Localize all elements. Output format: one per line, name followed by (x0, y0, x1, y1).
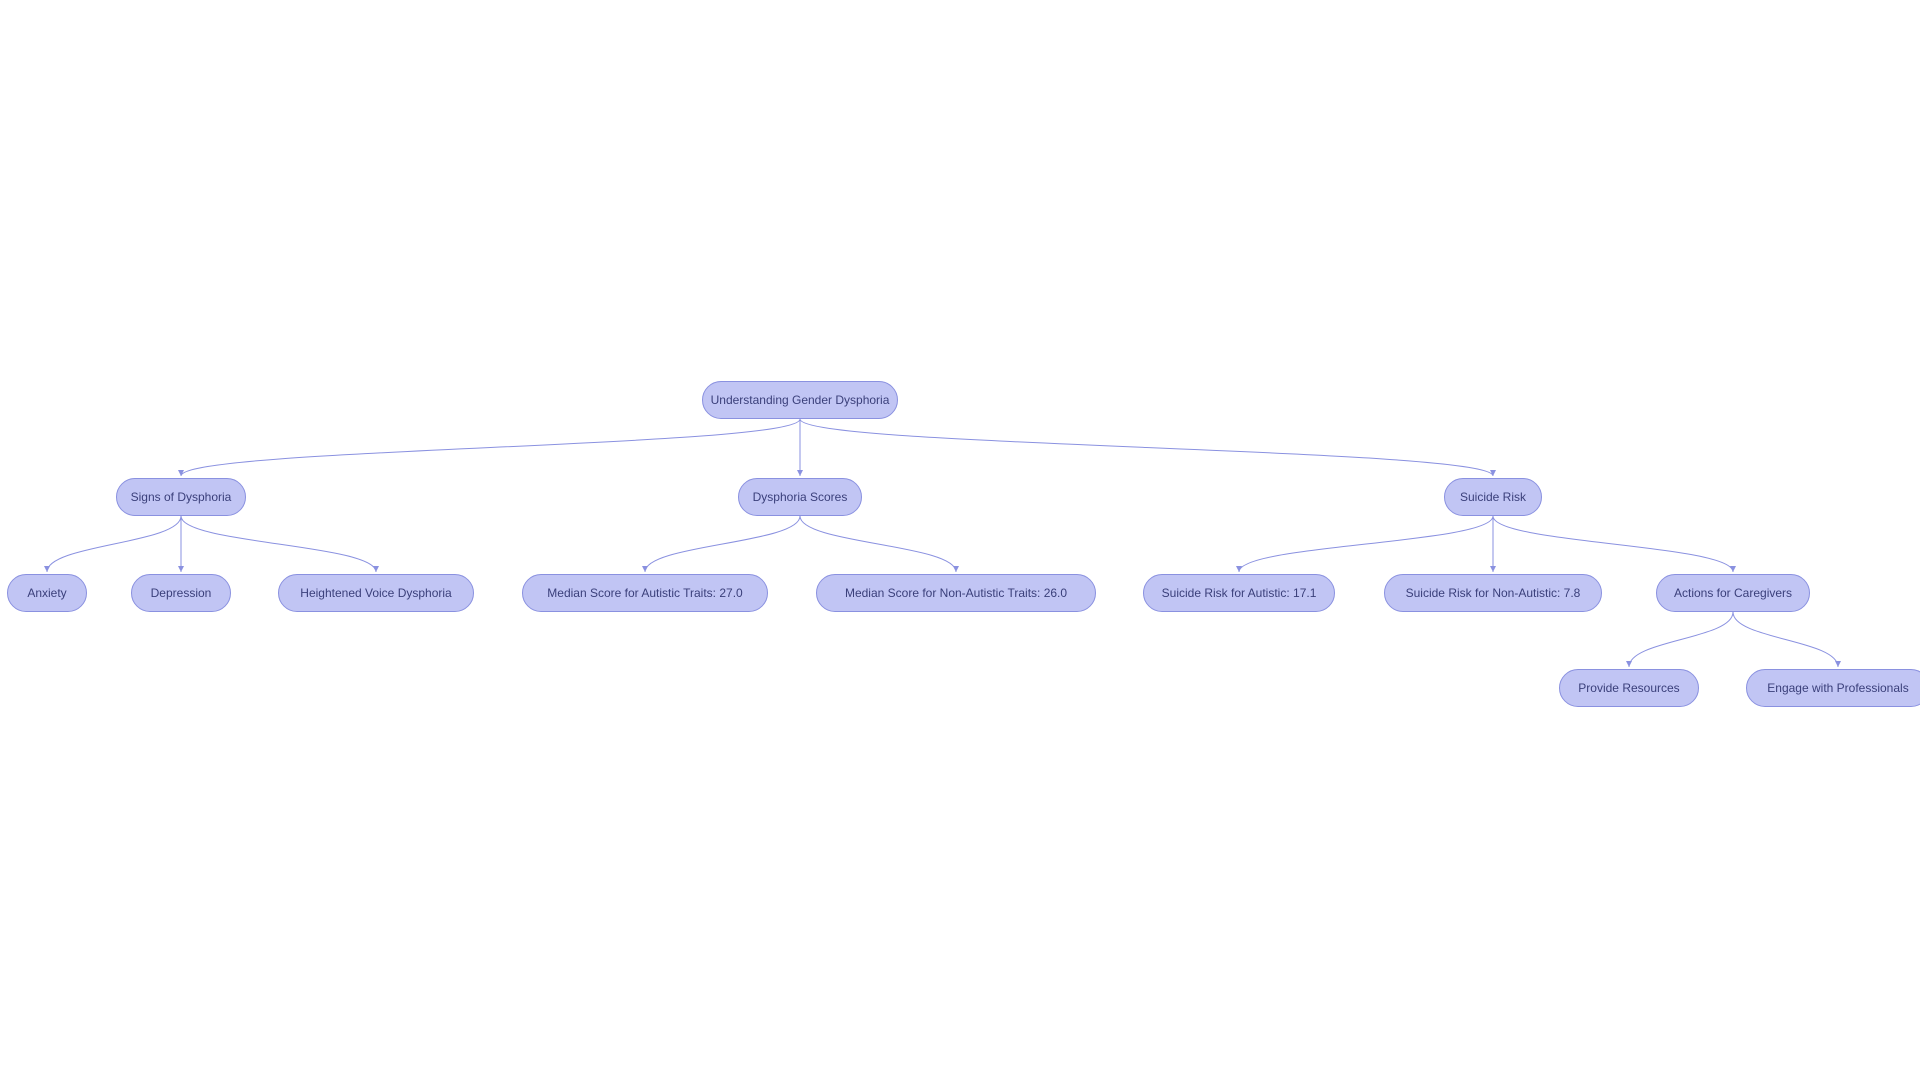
edges-layer (0, 0, 1920, 1083)
edge-scores-nonautistic_score (800, 516, 956, 572)
edge-risk-autistic_risk (1239, 516, 1493, 572)
edge-risk-actions (1493, 516, 1733, 572)
node-resources: Provide Resources (1559, 669, 1699, 707)
node-depression: Depression (131, 574, 231, 612)
edge-signs-anxiety (47, 516, 181, 572)
edge-actions-professionals (1733, 612, 1838, 667)
node-voice: Heightened Voice Dysphoria (278, 574, 474, 612)
node-nonautistic_score: Median Score for Non-Autistic Traits: 26… (816, 574, 1096, 612)
node-root: Understanding Gender Dysphoria (702, 381, 898, 419)
node-anxiety: Anxiety (7, 574, 87, 612)
node-autistic_score: Median Score for Autistic Traits: 27.0 (522, 574, 768, 612)
edge-root-signs (181, 419, 800, 476)
node-scores: Dysphoria Scores (738, 478, 862, 516)
node-professionals: Engage with Professionals (1746, 669, 1920, 707)
edge-scores-autistic_score (645, 516, 800, 572)
node-actions: Actions for Caregivers (1656, 574, 1810, 612)
node-risk: Suicide Risk (1444, 478, 1542, 516)
edge-actions-resources (1629, 612, 1733, 667)
edge-root-risk (800, 419, 1493, 476)
edge-signs-voice (181, 516, 376, 572)
node-autistic_risk: Suicide Risk for Autistic: 17.1 (1143, 574, 1335, 612)
node-signs: Signs of Dysphoria (116, 478, 246, 516)
node-nonautistic_risk: Suicide Risk for Non-Autistic: 7.8 (1384, 574, 1602, 612)
